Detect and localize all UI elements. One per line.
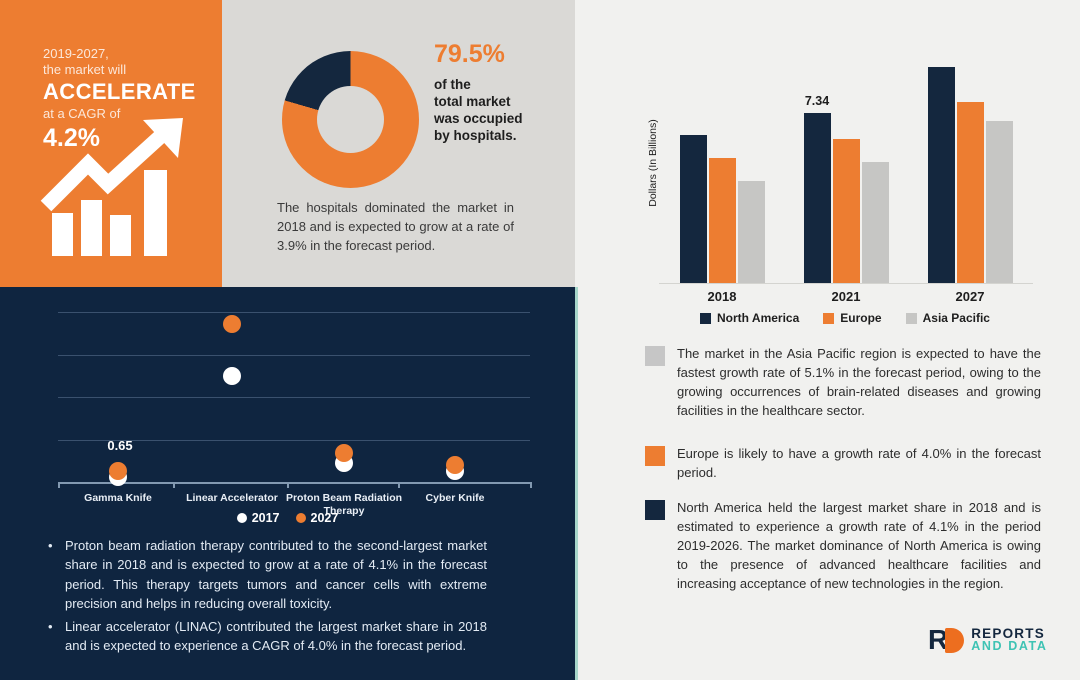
bar-chart-x-tick-label: 2021 [831, 289, 861, 304]
donut-stat-line: was occupied [434, 111, 523, 126]
dot-chart-category-label: Linear Accelerator [186, 492, 278, 504]
legend-dot-icon [295, 513, 306, 523]
dot-2027-linear-accelerator [223, 314, 241, 333]
bar-europe-2027 [956, 102, 984, 283]
legend-item-asia-pacific: Asia Pacific [905, 311, 990, 325]
dot-chart-axis-tick [287, 482, 289, 488]
legend-dot-icon [236, 513, 247, 523]
dot-data-label: 0.65 [107, 437, 133, 453]
headline-cagr-value: 4.2% [43, 124, 100, 152]
bar-europe-2018 [708, 157, 736, 283]
bar-chart-baseline [659, 283, 1033, 284]
bar-data-label: 7.34 [804, 93, 830, 108]
headline-emphasis: ACCELERATE [43, 79, 196, 104]
dot-plot-chart: 0.65 Gamma Knife Linear Accelerator Proton … [0, 287, 575, 542]
donut-stat-line: total market [434, 94, 511, 109]
headline-line2: the market will [43, 62, 127, 77]
insight-asia-pacific: The market in the Asia Pacific region is… [645, 344, 1041, 420]
dot-2017-linear-accelerator [223, 366, 241, 385]
dot-2027-gamma-knife [109, 461, 127, 480]
donut-stat: 79.5% of the total market was occupied b… [434, 40, 564, 144]
insight-text: Europe is likely to have a growth rate o… [677, 446, 1041, 480]
bar-chart-y-axis-label: Dollars (In Billions) [647, 119, 659, 207]
insight-region-marker [645, 500, 665, 520]
bar-chart-x-tick-label: 2027 [955, 289, 985, 304]
left-panel: 2019-2027, the market will ACCELERATE at… [0, 0, 575, 680]
growth-arrow-icon [40, 118, 183, 256]
bar-asia-pacific-2027 [985, 120, 1013, 283]
dot-chart-axis-tick [173, 482, 175, 488]
logo-text: REPORTS AND DATA [971, 627, 1047, 653]
dot-chart-gridline [58, 397, 530, 398]
insight-region-marker [645, 446, 665, 466]
donut-chart [282, 51, 419, 188]
key-finding-bullet: Proton beam radiation therapy contribute… [45, 536, 487, 613]
bar-asia-pacific-2021 [861, 162, 889, 283]
legend-item-2027: 2027 [295, 511, 339, 525]
key-findings-list: Proton beam radiation therapy contribute… [45, 536, 487, 660]
donut-stat-line: by hospitals. [434, 128, 517, 143]
bar-chart-x-tick-label: 2018 [707, 289, 737, 304]
legend-square-icon [823, 312, 835, 324]
donut-section: 79.5% of the total market was occupied b… [222, 0, 575, 287]
legend-square-icon [700, 312, 712, 324]
dot-chart-legend: 2017 2027 [0, 511, 575, 525]
bar-north-america-2018 [679, 134, 707, 283]
insight-europe: Europe is likely to have a growth rate o… [645, 444, 1041, 482]
dot-2027-cyber-knife [446, 456, 464, 474]
dot-chart-gridline [58, 354, 530, 356]
regional-insights: The market in the Asia Pacific region is… [645, 344, 1041, 609]
legend-item-2017: 2017 [236, 511, 280, 525]
key-finding-bullet: Linear accelerator (LINAC) contributed t… [45, 617, 487, 656]
donut-stat-value: 79.5% [434, 40, 505, 68]
legend-label: Asia Pacific [922, 311, 990, 325]
insight-text: North America held the largest market sh… [677, 500, 1041, 591]
logo-mark: R [928, 624, 965, 655]
legend-item-north-america: North America [700, 311, 799, 325]
dot-chart-category-label: Proton Beam Radiation Therapy [285, 492, 403, 517]
dot-chart-gridline [58, 439, 530, 441]
bar-europe-2021 [832, 139, 860, 283]
bar-chart-legend: North America Europe Asia Pacific [655, 311, 1035, 325]
headline-line4: at a CAGR of [43, 106, 121, 121]
legend-label: 2027 [310, 511, 339, 525]
dot-chart-category-label: Gamma Knife [84, 492, 152, 504]
donut-caption: The hospitals dominated the market in 20… [277, 200, 514, 253]
legend-item-europe: Europe [823, 311, 882, 325]
legend-label: Europe [840, 311, 882, 325]
bar-north-america-2027 [927, 67, 955, 283]
logo-letter-d-icon [945, 627, 965, 653]
dot-chart-gridline [58, 312, 530, 313]
logo-line1: REPORTS [971, 626, 1045, 641]
dot-chart-x-axis [58, 482, 530, 484]
reports-and-data-logo: R REPORTS AND DATA [928, 626, 1047, 654]
dot-2027-proton-beam-radiation-therapy [335, 444, 353, 463]
bar-north-america-2021 [803, 112, 831, 283]
legend-label: 2017 [251, 511, 280, 525]
dot-chart-axis-tick [398, 482, 400, 488]
dot-chart-axis-tick [530, 482, 532, 488]
insight-north-america: North America held the largest market sh… [645, 498, 1041, 593]
legend-label: North America [717, 311, 800, 325]
bar-asia-pacific-2018 [737, 180, 765, 283]
right-panel: Dollars (In Billions) 2018 2021 2027 7.34 No… [575, 0, 1080, 680]
legend-square-icon [905, 312, 917, 324]
dot-chart-axis-tick [58, 482, 60, 488]
dot-chart-category-label: Cyber Knife [425, 492, 485, 504]
headline-block: 2019-2027, the market will ACCELERATE at… [0, 0, 222, 287]
insight-text: The market in the Asia Pacific region is… [677, 346, 1041, 418]
headline-period: 2019-2027, [43, 46, 109, 61]
insight-region-marker [645, 346, 665, 366]
teal-divider [575, 287, 578, 680]
donut-stat-line: of the [434, 77, 471, 92]
donut-hole [317, 86, 384, 153]
logo-letter-r: R [928, 624, 948, 655]
regional-bar-chart: Dollars (In Billions) 2018 2021 2027 7.34 No… [575, 0, 1080, 335]
logo-line2: AND DATA [971, 639, 1048, 653]
